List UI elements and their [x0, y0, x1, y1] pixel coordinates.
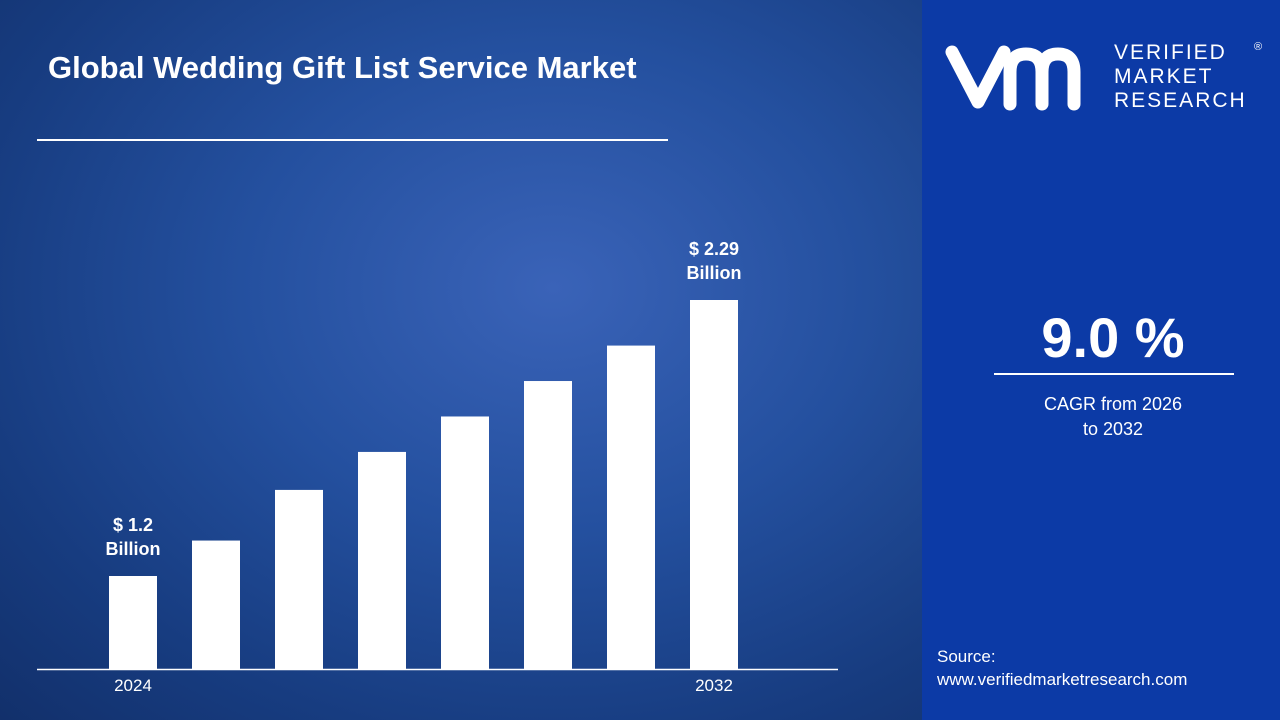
cagr-value: 9.0 % [1041, 306, 1185, 369]
data-label: $ 2.29 Billion [686, 239, 742, 283]
bar [192, 540, 240, 669]
source-url: www.verifiedmarketresearch.com [937, 670, 1188, 689]
bar [358, 451, 406, 669]
cagr-label: CAGR from 2026 to 2032 [1043, 394, 1183, 439]
bar [524, 381, 572, 669]
registered-mark: ® [1254, 41, 1262, 53]
data-label: $ 1.2 Billion [105, 515, 161, 559]
x-tick-label: 2024 [114, 676, 152, 695]
x-tick-label: 2032 [695, 676, 733, 695]
logo-text: VERIFIED [1114, 41, 1227, 64]
logo-text: MARKET [1114, 65, 1214, 88]
bar [607, 345, 655, 669]
bar [441, 416, 489, 669]
bar [690, 300, 738, 669]
logo-mark [945, 45, 1081, 111]
logo-text: RESEARCH [1114, 89, 1247, 112]
side-panel [922, 0, 1280, 720]
bar [275, 489, 323, 669]
bar [109, 576, 157, 669]
source-label: Source: [937, 647, 996, 666]
chart-title: Global Wedding Gift List Service Market [48, 50, 637, 85]
